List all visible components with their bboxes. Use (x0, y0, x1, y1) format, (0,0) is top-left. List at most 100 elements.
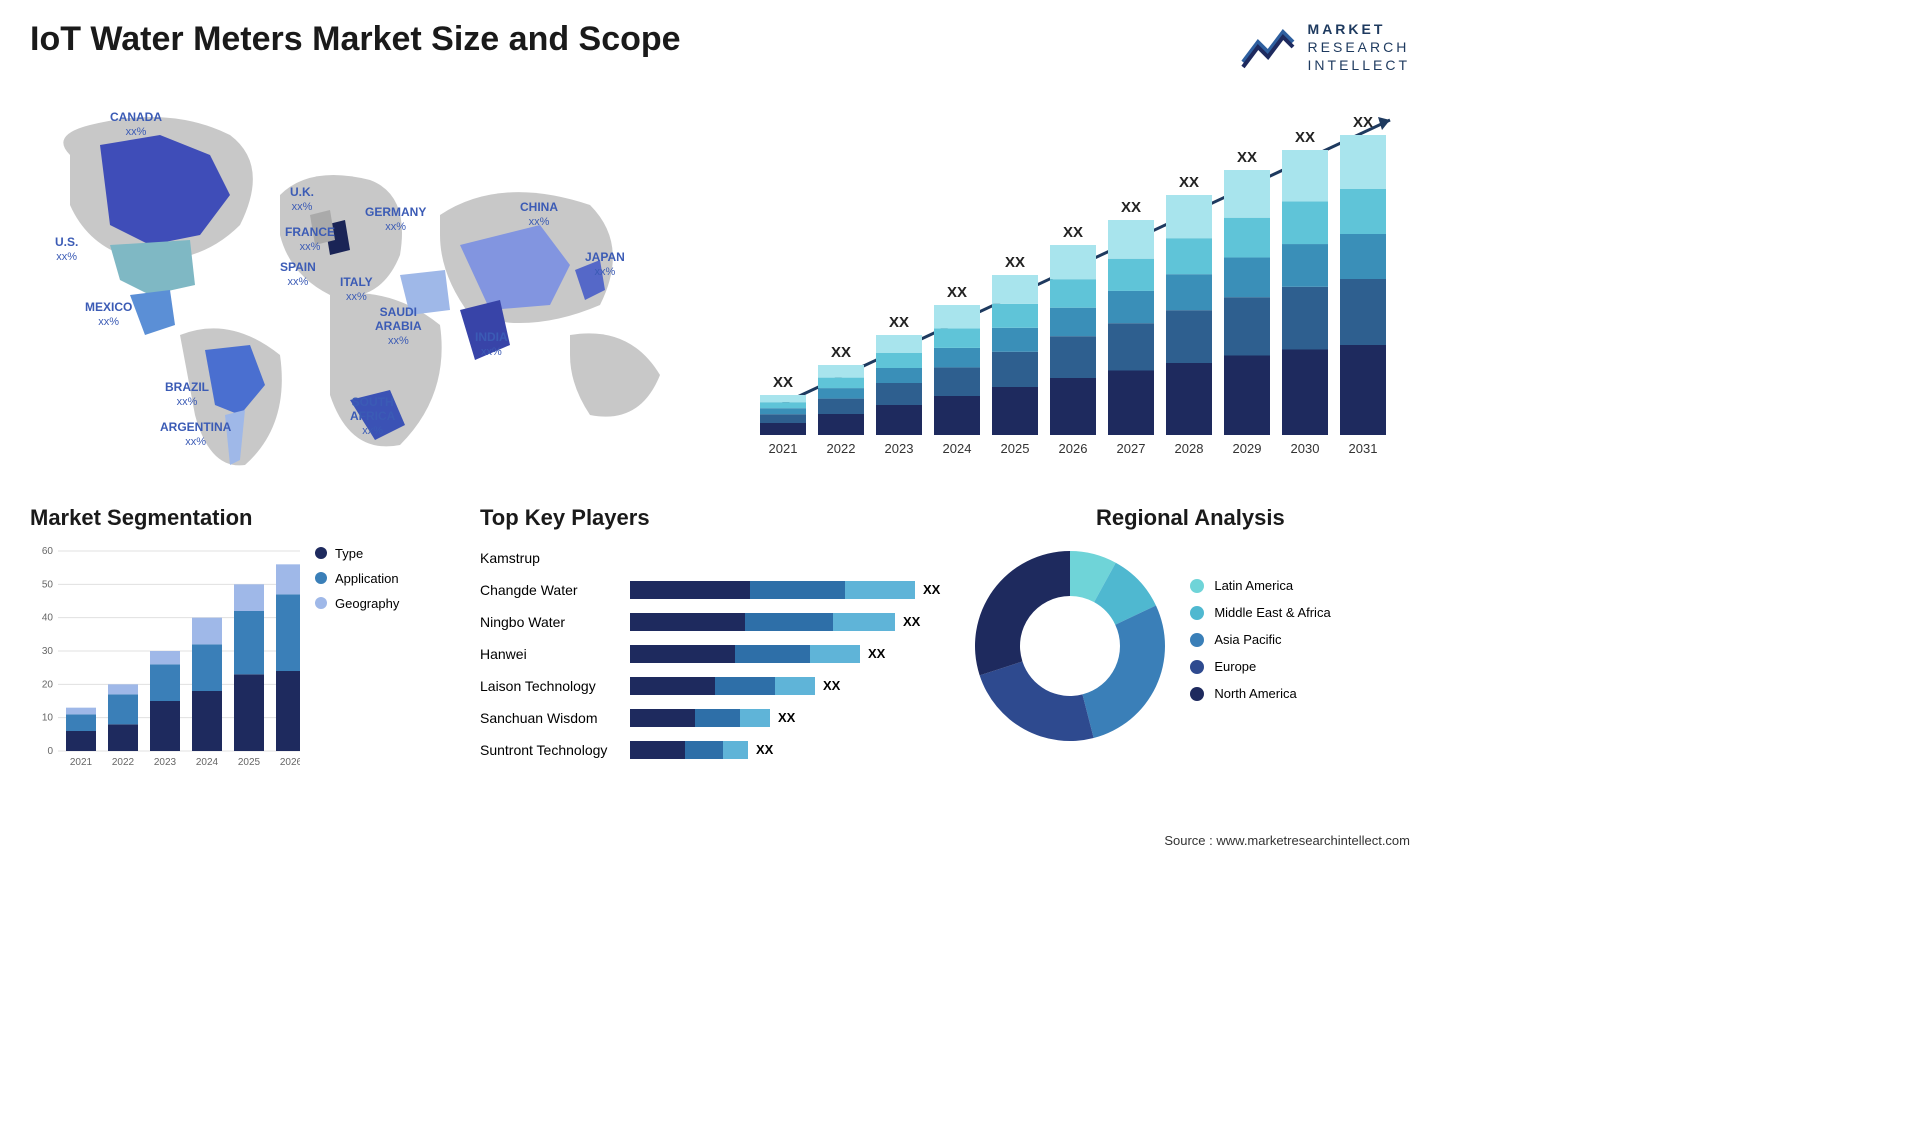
player-name: Hanwei (480, 646, 630, 662)
svg-text:XX: XX (889, 314, 909, 331)
svg-text:2029: 2029 (1233, 441, 1262, 456)
regional-section: Regional Analysis Latin America Middle Ea… (970, 505, 1410, 746)
player-name: Ningbo Water (480, 614, 630, 630)
map-label: ITALYxx% (340, 275, 373, 305)
segmentation-legend: Type Application Geography (315, 546, 399, 776)
svg-text:50: 50 (42, 579, 54, 590)
svg-text:2026: 2026 (1059, 441, 1088, 456)
player-row: Kamstrup (480, 546, 940, 570)
player-value: XX (823, 678, 840, 693)
legend-item: Asia Pacific (1190, 632, 1330, 647)
legend-item: Application (315, 571, 399, 586)
legend-item: North America (1190, 686, 1330, 701)
logo-text: MARKET RESEARCH INTELLECT (1308, 20, 1410, 75)
donut-chart (970, 546, 1170, 746)
map-label: CANADAxx% (110, 110, 162, 140)
legend-item: Middle East & Africa (1190, 605, 1330, 620)
map-label: MEXICOxx% (85, 300, 132, 330)
svg-text:10: 10 (42, 712, 54, 723)
svg-text:XX: XX (947, 284, 967, 301)
player-value: XX (868, 646, 885, 661)
map-label: JAPANxx% (585, 250, 625, 280)
svg-text:2023: 2023 (885, 441, 914, 456)
segmentation-title: Market Segmentation (30, 505, 450, 531)
svg-text:2028: 2028 (1175, 441, 1204, 456)
map-label: SOUTHAFRICAxx% (350, 395, 395, 439)
player-row: Ningbo Water XX (480, 610, 940, 634)
page-title: IoT Water Meters Market Size and Scope (30, 20, 681, 59)
map-label: U.S.xx% (55, 235, 78, 265)
svg-text:2026: 2026 (280, 757, 300, 768)
player-value: XX (923, 582, 940, 597)
svg-text:60: 60 (42, 546, 54, 557)
player-bar (630, 709, 770, 727)
player-name: Kamstrup (480, 550, 630, 566)
players-list: KamstrupChangde WaterXXNingbo WaterXXHan… (480, 546, 940, 762)
svg-text:2030: 2030 (1291, 441, 1320, 456)
svg-text:XX: XX (1179, 174, 1199, 191)
svg-text:XX: XX (1063, 224, 1083, 241)
svg-text:2021: 2021 (70, 757, 93, 768)
player-bar (630, 581, 915, 599)
map-label: CHINAxx% (520, 200, 558, 230)
map-label: INDIAxx% (475, 330, 508, 360)
svg-text:2024: 2024 (943, 441, 972, 456)
svg-text:2022: 2022 (827, 441, 856, 456)
svg-text:XX: XX (1005, 254, 1025, 271)
player-bar (630, 613, 895, 631)
map-label: GERMANYxx% (365, 205, 426, 235)
player-name: Laison Technology (480, 678, 630, 694)
player-value: XX (778, 710, 795, 725)
player-value: XX (903, 614, 920, 629)
growth-chart: 2021XX2022XX2023XX2024XX2025XX2026XX2027… (750, 95, 1410, 475)
svg-text:0: 0 (47, 746, 53, 757)
player-row: Hanwei XX (480, 642, 940, 666)
map-label: U.K.xx% (290, 185, 314, 215)
svg-text:XX: XX (831, 344, 851, 361)
legend-item: Latin America (1190, 578, 1330, 593)
row-top: CANADAxx% U.S.xx% MEXICOxx% BRAZILxx% ARGENT… (30, 95, 1410, 475)
legend-item: Europe (1190, 659, 1330, 674)
map-label: SPAINxx% (280, 260, 316, 290)
player-row: Changde WaterXX (480, 578, 940, 602)
map-label: ARGENTINAxx% (160, 420, 231, 450)
player-row: Laison Technology XX (480, 674, 940, 698)
svg-text:2023: 2023 (154, 757, 177, 768)
players-title: Top Key Players (480, 505, 940, 531)
segmentation-chart: 0 10 20 30 40 50 60 2021 2022 2023 2024 2025 2026 (30, 546, 300, 776)
svg-text:2022: 2022 (112, 757, 135, 768)
logo-icon (1238, 22, 1298, 72)
svg-text:2027: 2027 (1117, 441, 1146, 456)
svg-text:20: 20 (42, 679, 54, 690)
svg-text:2024: 2024 (196, 757, 219, 768)
header: IoT Water Meters Market Size and Scope M… (30, 20, 1410, 75)
svg-text:2031: 2031 (1349, 441, 1378, 456)
svg-text:XX: XX (1121, 199, 1141, 216)
svg-text:XX: XX (1237, 149, 1257, 166)
svg-text:XX: XX (1295, 129, 1315, 146)
player-name: Sanchuan Wisdom (480, 710, 630, 726)
regional-title: Regional Analysis (970, 505, 1410, 531)
legend-item: Geography (315, 596, 399, 611)
player-name: Suntront Technology (480, 742, 630, 758)
regional-legend: Latin America Middle East & Africa Asia Pa… (1190, 578, 1330, 713)
svg-text:XX: XX (773, 374, 793, 391)
source-text: Source : www.marketresearchintellect.com (1164, 833, 1410, 848)
players-section: Top Key Players Kamstrup Changde WaterXX N… (480, 505, 940, 770)
growth-svg: 2021XX2022XX2023XX2024XX2025XX2026XX2027… (750, 95, 1410, 475)
svg-text:30: 30 (42, 646, 54, 657)
logo: MARKET RESEARCH INTELLECT (1238, 20, 1410, 75)
segmentation-section: Market Segmentation 0 10 20 30 40 50 60 2021 202… (30, 505, 450, 776)
svg-text:40: 40 (42, 612, 54, 623)
map-label: FRANCExx% (285, 225, 335, 255)
row-bottom: Market Segmentation 0 10 20 30 40 50 60 2021 202… (30, 505, 1410, 776)
legend-item: Type (315, 546, 399, 561)
player-bar (630, 741, 748, 759)
player-bar (630, 677, 815, 695)
svg-text:2021: 2021 (769, 441, 798, 456)
map-label: SAUDIARABIAxx% (375, 305, 422, 349)
svg-text:2025: 2025 (238, 757, 261, 768)
map-label: BRAZILxx% (165, 380, 209, 410)
player-bar (630, 645, 860, 663)
player-row: Suntront TechnologyXX (480, 738, 940, 762)
